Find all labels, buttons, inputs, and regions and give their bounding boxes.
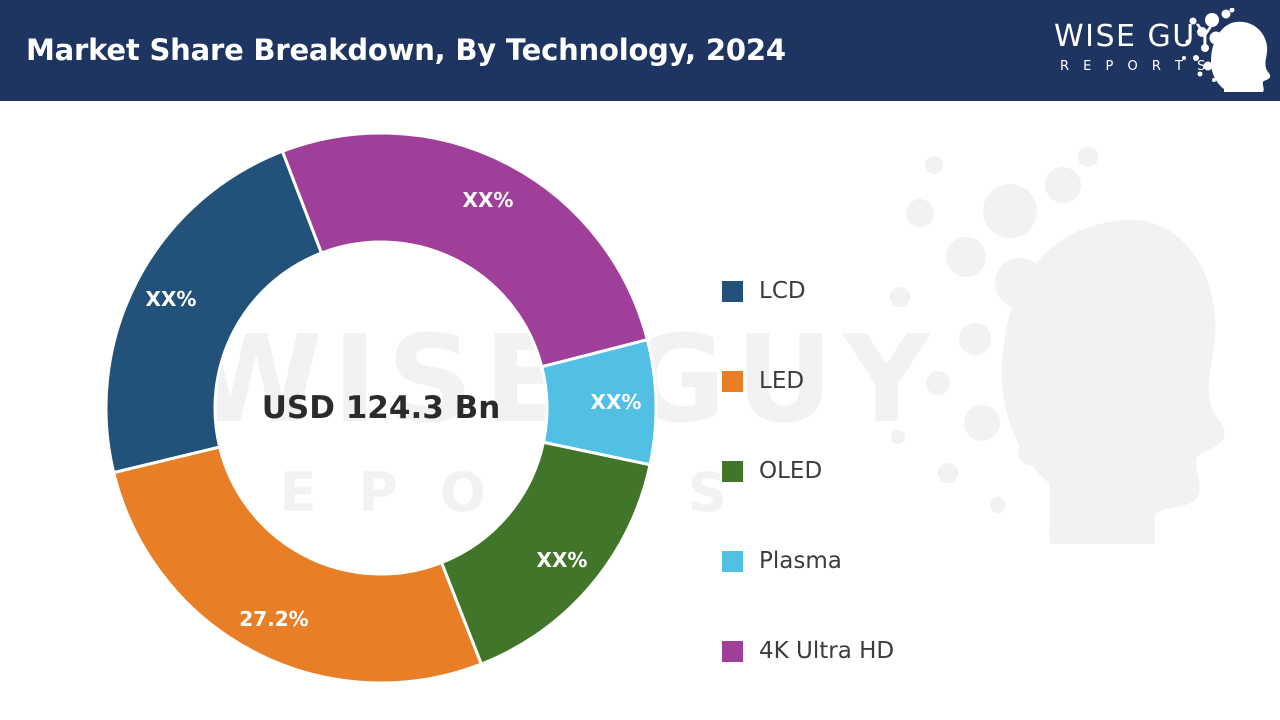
legend-item-label: 4K Ultra HD (759, 638, 895, 664)
slice-label-4k-ultra-hd: XX% (462, 188, 514, 212)
legend-item-lcd[interactable]: LCD (722, 246, 1022, 336)
logo-wordmark-line2: R E P O R T S (1060, 59, 1210, 74)
legend-item-label: LED (759, 368, 805, 394)
slice-label-oled: XX% (536, 548, 588, 572)
legend-swatch-icon (722, 370, 743, 392)
donut-slice-plasma[interactable] (539, 337, 658, 467)
logo-head-silhouette (1182, 8, 1271, 92)
page-title: Market Share Breakdown, By Technology, 2… (26, 33, 786, 67)
donut-slice-led[interactable] (111, 445, 484, 685)
wise-guy-reports-logo: WISE GUY R E P O R T S (1050, 8, 1274, 92)
logo-wordmark-line1: WISE GUY (1054, 19, 1216, 54)
legend-item-led[interactable]: LED (722, 336, 1022, 426)
legend-item-4k-ultra-hd[interactable]: 4K Ultra HD (722, 606, 1022, 696)
legend-item-plasma[interactable]: Plasma (722, 516, 1022, 606)
legend-swatch-icon (722, 640, 743, 662)
chart-legend: LCD LED OLED Plasma 4K Ultra HD (722, 246, 1022, 696)
legend-item-label: LCD (759, 278, 806, 304)
legend-swatch-icon (722, 460, 743, 482)
chart-area: WISE GUY REPORTS (0, 101, 1280, 720)
legend-item-label: OLED (759, 458, 823, 484)
donut-slice-oled[interactable] (439, 440, 652, 666)
donut-slice-lcd[interactable] (104, 149, 324, 475)
donut-chart (0, 101, 780, 720)
donut-slice-4k-ultra-hd[interactable] (280, 131, 650, 369)
legend-item-label: Plasma (759, 548, 842, 574)
legend-swatch-icon (722, 550, 743, 572)
page-header: Market Share Breakdown, By Technology, 2… (0, 0, 1280, 101)
donut-center-label: USD 124.3 Bn (261, 390, 501, 426)
slice-label-lcd: XX% (145, 287, 197, 311)
legend-swatch-icon (722, 280, 743, 302)
slice-label-led: 27.2% (239, 607, 309, 631)
legend-item-oled[interactable]: OLED (722, 426, 1022, 516)
slice-label-plasma: XX% (590, 390, 642, 414)
